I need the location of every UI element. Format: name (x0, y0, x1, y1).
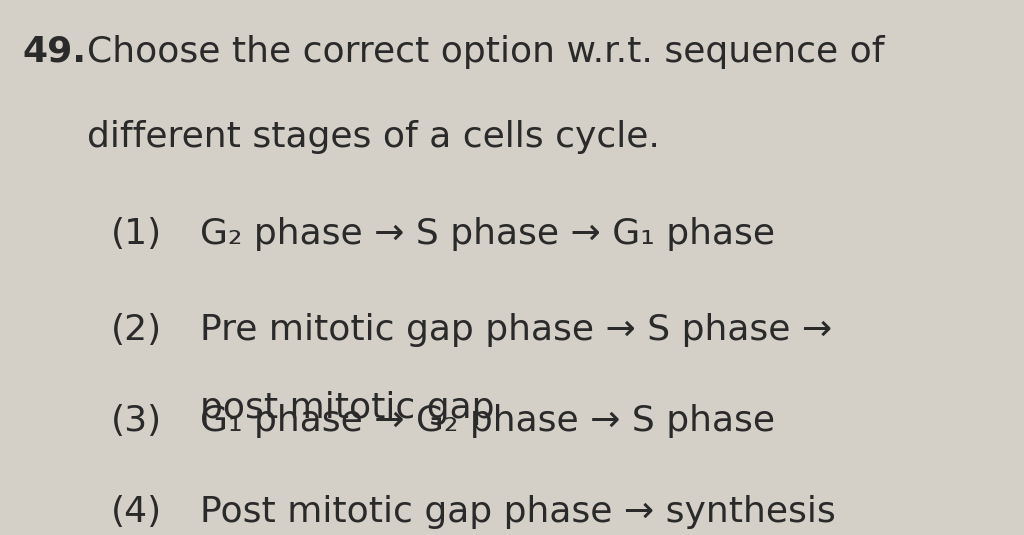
Text: Post mitotic gap phase → synthesis: Post mitotic gap phase → synthesis (200, 495, 836, 529)
Text: post mitotic gap: post mitotic gap (200, 391, 495, 425)
Text: different stages of a cells cycle.: different stages of a cells cycle. (87, 120, 659, 155)
Text: (3): (3) (111, 404, 162, 438)
Text: 49.: 49. (23, 35, 86, 69)
Text: Choose the correct option w.r.t. sequence of: Choose the correct option w.r.t. sequenc… (87, 35, 885, 69)
Text: (4): (4) (111, 495, 162, 529)
Text: Pre mitotic gap phase → S phase →: Pre mitotic gap phase → S phase → (200, 313, 831, 347)
Text: G₂ phase → S phase → G₁ phase: G₂ phase → S phase → G₁ phase (200, 217, 775, 251)
Text: G₁ phase → G₂ phase → S phase: G₁ phase → G₂ phase → S phase (200, 404, 775, 438)
Text: (1): (1) (111, 217, 162, 251)
Text: (2): (2) (111, 313, 162, 347)
